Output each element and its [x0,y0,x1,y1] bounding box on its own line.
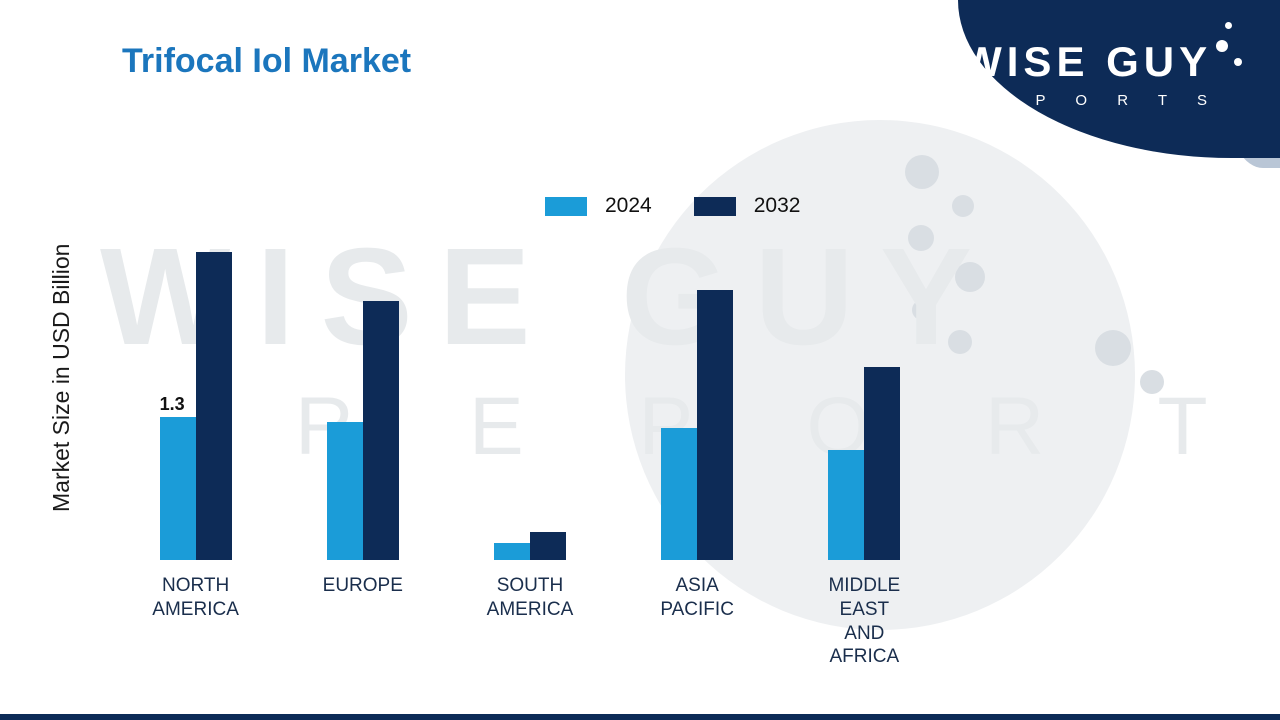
bars-row [661,208,734,560]
bar-2032 [529,532,566,560]
watermark-text-reports: R E P O R T S [295,381,1280,472]
bar-column-2024 [326,422,363,560]
bars-row [493,208,566,560]
bar-2032 [195,252,232,560]
legend-label-2032: 2032 [753,194,801,217]
category-label: ASIA PACIFIC [660,575,734,620]
decorative-dot [908,225,934,251]
bar-column-2024: 1.3 [159,394,196,560]
bar-column-2032 [697,290,734,560]
bar-group: 1.3 NORTH AMERICA [121,208,271,669]
category-label: NORTH AMERICA [152,575,239,620]
watermark-text-wiseguy: WISE GUY [100,220,999,374]
bar-2032 [697,290,734,560]
bar-column-2024 [493,543,530,560]
bar-group: EUROPE [288,208,438,669]
bars-row [326,208,399,560]
decorative-dot [912,300,932,320]
legend-swatch-2032 [693,196,736,216]
bar-2032 [362,301,399,560]
decorative-dot [955,262,985,292]
bar-column-2024 [828,450,865,560]
bar-2024 [661,428,698,560]
bar-2032 [864,367,901,560]
bottom-accent-strip [0,714,1280,720]
bar-2024 [326,422,363,560]
bar-column-2032 [864,367,901,560]
bar-2024 [159,417,196,560]
decorative-dot [1140,370,1164,394]
legend-swatch-2024 [545,196,587,216]
legend-item-2024: 2024 [545,194,652,218]
bars-row: 1.3 [159,208,232,560]
logo-name: WISE GUY [962,38,1213,85]
category-label: EUROPE [322,575,403,596]
bar-column-2032 [195,252,232,560]
bar-group: MIDDLE EAST AND AFRICA [789,208,939,669]
decorative-dot [905,155,939,189]
chart-legend: 2024 2032 [545,194,800,218]
legend-item-2032: 2032 [693,194,801,218]
y-axis-label: Market Size in USD Billion [48,243,74,512]
logo-decorative-dot [1216,40,1228,52]
logo-decorative-dot [1225,22,1232,29]
logo-subtitle: R E P O R T S [954,92,1220,109]
logo-decorative-dot [1234,58,1242,66]
decorative-dot [1095,330,1131,366]
page-title: Trifocal Iol Market [122,42,412,80]
bar-group: ASIA PACIFIC [622,208,772,669]
category-label: SOUTH AMERICA [486,575,574,620]
logo: WISE GUY R E P O R T S [954,38,1220,109]
decorative-dot [952,195,974,217]
legend-label-2024: 2024 [605,194,652,217]
decorative-dot [948,330,972,354]
bar-2024 [493,543,530,560]
bar-chart: 1.3 NORTH AMERICA EUROPE SOUTH AMERICA ASIA PAC… [112,208,948,669]
bar-group: SOUTH AMERICA [455,208,605,669]
bar-column-2032 [529,532,566,560]
bars-row [828,208,901,560]
bar-column-2032 [362,301,399,560]
bar-2024 [828,450,865,560]
bar-value-label: 1.3 [159,394,185,414]
category-label: MIDDLE EAST AND AFRICA [828,575,901,668]
bar-column-2024 [661,428,698,560]
